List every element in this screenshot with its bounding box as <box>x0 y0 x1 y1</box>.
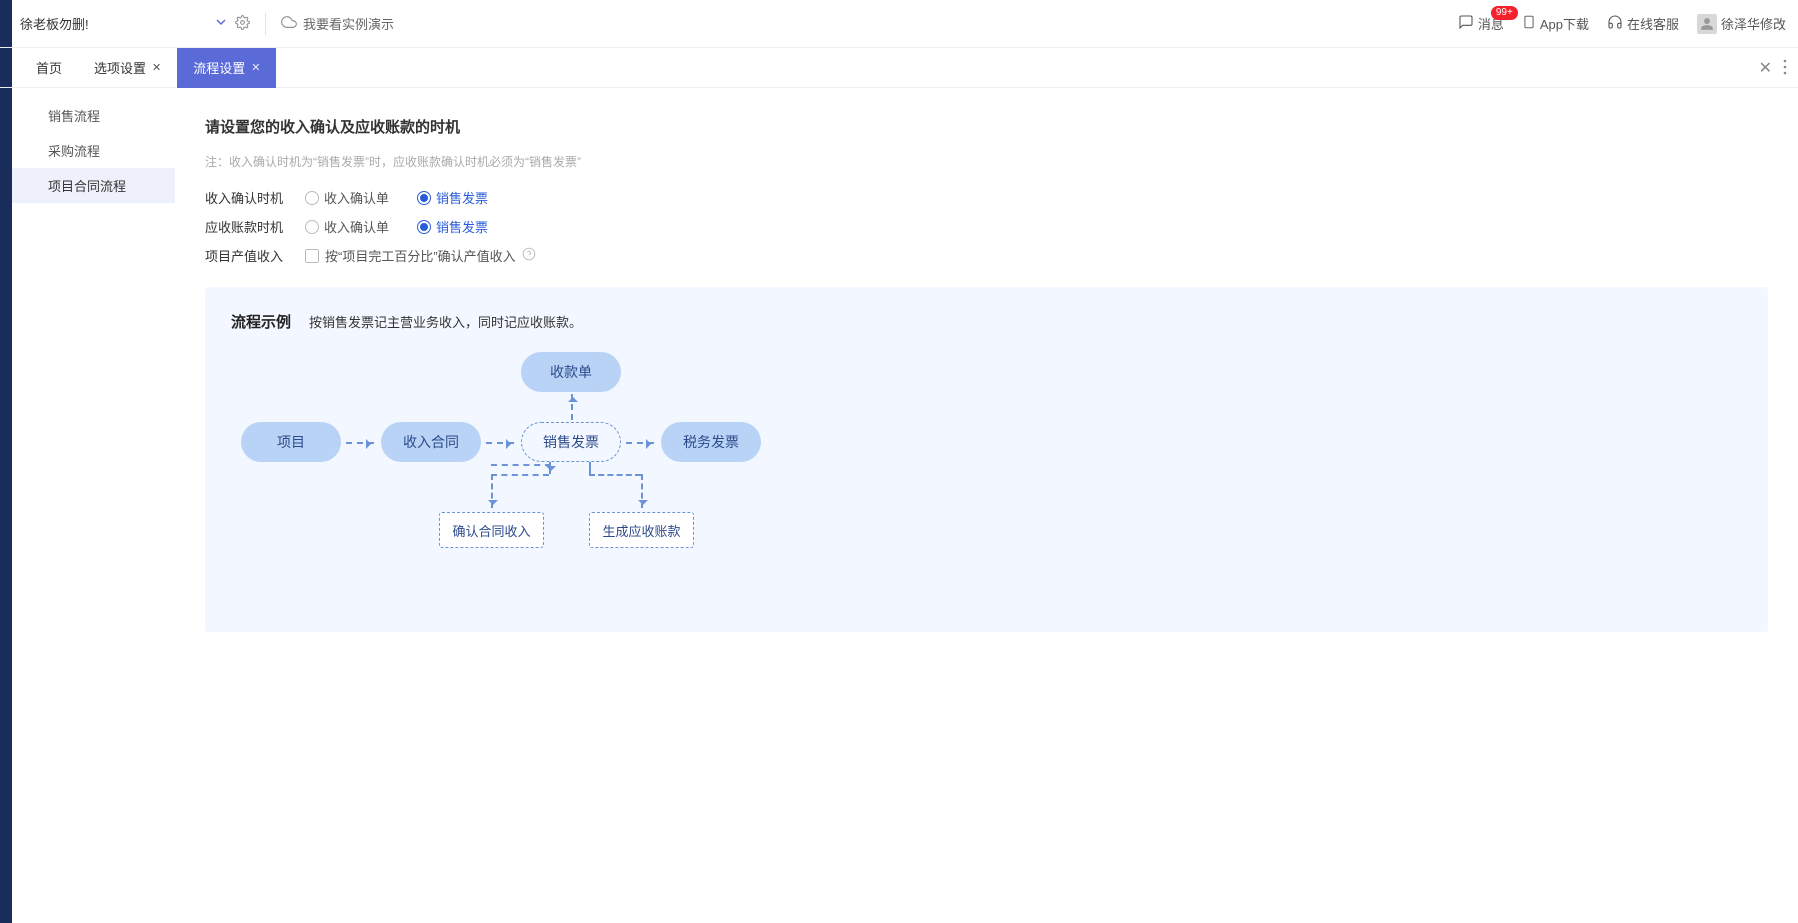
account-selector[interactable]: 徐老板勿删! <box>20 14 250 33</box>
customer-service-button[interactable]: 在线客服 <box>1607 14 1679 33</box>
demo-link[interactable]: 我要看实例演示 <box>281 14 394 33</box>
body: 销售流程 采购流程 项目合同流程 请设置您的收入确认及应收账款的时机 注：收入确… <box>0 88 1798 660</box>
arrow <box>486 442 514 444</box>
demo-link-label: 我要看实例演示 <box>303 14 394 33</box>
node-income-contract: 收入合同 <box>381 422 481 462</box>
node-project: 项目 <box>241 422 341 462</box>
tabs-actions: ✕ <box>1759 48 1788 88</box>
gear-icon[interactable] <box>235 15 250 33</box>
account-name: 徐老板勿删! <box>20 14 207 33</box>
connector <box>491 474 549 476</box>
connector <box>589 474 641 476</box>
radio-label: 销售发票 <box>436 188 488 207</box>
radio-sales-invoice[interactable]: 销售发票 <box>417 217 488 236</box>
close-icon[interactable]: ✕ <box>251 61 260 74</box>
node-generate-receivable: 生成应收账款 <box>589 512 694 548</box>
arrow <box>626 442 654 444</box>
sidebar-item-label: 项目合同流程 <box>48 179 126 194</box>
sidebar-item-purchase[interactable]: 采购流程 <box>0 133 175 168</box>
app-download-label: App下载 <box>1540 14 1589 33</box>
tab-label: 选项设置 <box>94 58 146 77</box>
topbar: 徐老板勿删! 我要看实例演示 消息 99+ App下载 <box>0 0 1798 48</box>
left-rail <box>0 0 12 923</box>
user-menu[interactable]: 徐泽华修改 <box>1697 14 1786 34</box>
app-download-button[interactable]: App下载 <box>1522 14 1589 33</box>
connector <box>589 462 591 474</box>
customer-service-label: 在线客服 <box>1627 14 1679 33</box>
messages-badge: 99+ <box>1491 6 1518 20</box>
row-label: 收入确认时机 <box>205 188 291 207</box>
avatar-icon <box>1697 14 1717 34</box>
arrow <box>641 474 643 508</box>
message-icon <box>1458 14 1474 33</box>
sidebar-item-project-contract[interactable]: 项目合同流程 <box>0 168 175 203</box>
connector <box>549 462 551 474</box>
checkbox-label: 按“项目完工百分比”确认产值收入 <box>325 246 516 265</box>
close-icon[interactable]: ✕ <box>152 61 161 74</box>
row-output-value: 项目产值收入 按“项目完工百分比”确认产值收入 <box>205 246 1768 265</box>
node-label: 销售发票 <box>543 432 599 452</box>
radio-label: 销售发票 <box>436 217 488 236</box>
radio-sales-invoice[interactable]: 销售发票 <box>417 188 488 207</box>
node-receipt: 收款单 <box>521 352 621 392</box>
node-label: 收入合同 <box>403 432 459 452</box>
tab-option-settings[interactable]: 选项设置 ✕ <box>78 48 177 88</box>
divider <box>265 13 266 35</box>
example-panel: 流程示例 按销售发票记主营业务收入，同时记应收账款。 收款单 项目 收入合同 销… <box>205 287 1768 632</box>
page-title: 请设置您的收入确认及应收账款的时机 <box>205 116 1768 137</box>
radio-income-confirm-doc[interactable]: 收入确认单 <box>305 217 389 236</box>
page-note: 注：收入确认时机为“销售发票”时，应收账款确认时机必须为“销售发票” <box>205 153 1768 170</box>
node-tax-invoice: 税务发票 <box>661 422 761 462</box>
tab-label: 流程设置 <box>193 58 245 77</box>
topbar-right: 消息 99+ App下载 在线客服 徐泽华修改 <box>1458 14 1798 34</box>
node-sales-invoice: 销售发票 <box>521 422 621 462</box>
row-label: 项目产值收入 <box>205 246 291 265</box>
node-label: 收款单 <box>550 362 592 382</box>
row-label: 应收账款时机 <box>205 217 291 236</box>
row-receivable: 应收账款时机 收入确认单 销售发票 <box>205 217 1768 236</box>
more-icon[interactable] <box>1782 59 1788 78</box>
arrow <box>491 474 493 508</box>
radio-label: 收入确认单 <box>324 188 389 207</box>
chevron-down-icon[interactable] <box>215 16 227 31</box>
tab-process-settings[interactable]: 流程设置 ✕ <box>177 48 276 88</box>
node-label: 项目 <box>277 432 305 452</box>
arrow <box>571 394 573 420</box>
flow-diagram: 收款单 项目 收入合同 销售发票 税务发票 确认合同收入 生成应收账款 <box>231 352 1131 582</box>
arrow <box>346 442 374 444</box>
checkbox-completion-pct[interactable]: 按“项目完工百分比”确认产值收入 <box>305 246 536 265</box>
sidebar: 销售流程 采购流程 项目合同流程 <box>0 88 175 660</box>
content: 请设置您的收入确认及应收账款的时机 注：收入确认时机为“销售发票”时，应收账款确… <box>175 88 1798 660</box>
tab-home[interactable]: 首页 <box>20 48 78 88</box>
headset-icon <box>1607 14 1623 33</box>
tab-label: 首页 <box>36 58 62 77</box>
radio-label: 收入确认单 <box>324 217 389 236</box>
node-confirm-contract-income: 确认合同收入 <box>439 512 544 548</box>
tabs-row: 首页 选项设置 ✕ 流程设置 ✕ ✕ <box>0 48 1798 88</box>
sidebar-item-label: 销售流程 <box>48 109 100 124</box>
example-title: 流程示例 <box>231 311 291 332</box>
help-icon[interactable] <box>522 247 536 264</box>
cloud-icon <box>281 14 297 33</box>
sidebar-item-sales[interactable]: 销售流程 <box>0 98 175 133</box>
node-label: 税务发票 <box>683 432 739 452</box>
messages-button[interactable]: 消息 99+ <box>1458 14 1504 33</box>
phone-icon <box>1522 14 1536 33</box>
example-desc: 按销售发票记主营业务收入，同时记应收账款。 <box>309 312 582 331</box>
radio-income-confirm-doc[interactable]: 收入确认单 <box>305 188 389 207</box>
close-all-icon[interactable]: ✕ <box>1759 58 1772 78</box>
user-name: 徐泽华修改 <box>1721 14 1786 33</box>
node-label: 生成应收账款 <box>602 521 680 540</box>
sidebar-item-label: 采购流程 <box>48 144 100 159</box>
node-label: 确认合同收入 <box>452 521 530 540</box>
row-income-confirm: 收入确认时机 收入确认单 销售发票 <box>205 188 1768 207</box>
